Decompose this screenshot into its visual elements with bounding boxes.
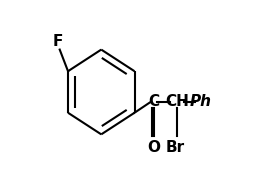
Text: F: F [53,34,63,49]
Text: Br: Br [166,140,185,155]
Text: CH: CH [165,94,189,110]
Text: C: C [148,94,159,110]
Text: Ph: Ph [190,94,212,110]
Text: O: O [147,140,160,155]
